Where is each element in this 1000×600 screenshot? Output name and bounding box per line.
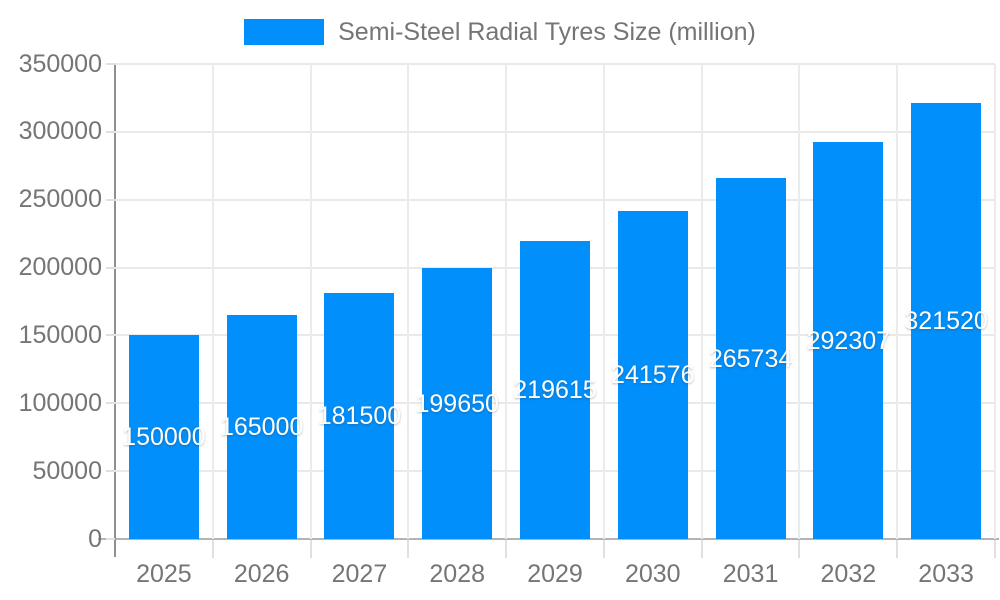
x-axis-tick — [309, 540, 312, 558]
x-axis-label: 2029 — [527, 560, 583, 588]
y-axis-tick — [106, 334, 115, 337]
y-axis-label: 300000 — [18, 117, 102, 146]
bar-2029[interactable] — [520, 240, 590, 539]
bar-2028[interactable] — [422, 268, 493, 539]
y-axis-label: 350000 — [18, 49, 102, 78]
x-gridline — [309, 64, 312, 539]
x-axis-label: 2033 — [918, 560, 974, 588]
y-axis-tick — [106, 402, 115, 405]
x-axis-line — [98, 538, 999, 540]
x-gridline — [211, 64, 214, 539]
y-gridline — [115, 198, 995, 201]
legend-label[interactable]: Semi-Steel Radial Tyres Size (million) — [338, 17, 756, 46]
y-axis-label: 0 — [88, 524, 102, 553]
y-axis-label: 250000 — [18, 185, 102, 214]
y-axis-tick — [106, 538, 115, 540]
x-axis-label: 2026 — [233, 560, 290, 588]
bar-2030[interactable] — [617, 211, 688, 539]
x-gridline — [602, 64, 605, 539]
x-axis-tick — [798, 540, 801, 558]
y-gridline — [115, 63, 995, 65]
x-axis-label: 2031 — [722, 560, 779, 588]
x-axis-tick — [700, 540, 703, 558]
x-axis-tick — [407, 540, 410, 558]
bar-2026[interactable] — [226, 315, 297, 539]
x-gridline — [994, 64, 996, 539]
x-axis-tick — [994, 540, 996, 558]
x-axis-tick — [896, 540, 899, 558]
chart-legend[interactable]: Semi-Steel Radial Tyres Size (million) — [0, 16, 1000, 48]
y-axis-line — [114, 64, 116, 557]
x-axis-label: 2030 — [624, 560, 681, 588]
x-axis-tick — [211, 540, 214, 558]
bar-2025[interactable] — [128, 335, 199, 539]
x-axis-label: 2025 — [136, 560, 192, 588]
y-axis-tick — [106, 266, 115, 269]
x-axis-tick — [505, 540, 508, 558]
y-axis-tick — [106, 470, 115, 473]
y-axis-label: 100000 — [18, 388, 102, 417]
x-gridline — [407, 64, 410, 539]
y-gridline — [115, 130, 995, 133]
bar-2033[interactable] — [911, 102, 982, 539]
y-axis-label: 150000 — [18, 320, 102, 349]
x-axis-label: 2028 — [429, 560, 486, 588]
y-axis-label: 200000 — [18, 253, 102, 282]
legend-swatch-icon[interactable] — [244, 19, 325, 45]
y-axis-tick — [106, 198, 115, 201]
y-axis-tick — [106, 63, 115, 65]
plot-area: 150000 165000 181500 199650 219615 241576 2657… — [115, 63, 996, 539]
y-axis-tick — [106, 130, 115, 133]
x-axis-tick — [602, 540, 605, 558]
x-gridline — [896, 64, 899, 539]
x-gridline — [505, 64, 508, 539]
bar-2027[interactable] — [324, 292, 395, 539]
x-axis-label: 2032 — [820, 560, 877, 588]
bar-2032[interactable] — [813, 142, 884, 539]
x-gridline — [798, 64, 801, 539]
bar-2031[interactable] — [715, 178, 786, 539]
y-axis-label: 50000 — [32, 456, 102, 485]
x-axis-label: 2027 — [331, 560, 388, 588]
x-gridline — [700, 64, 703, 539]
